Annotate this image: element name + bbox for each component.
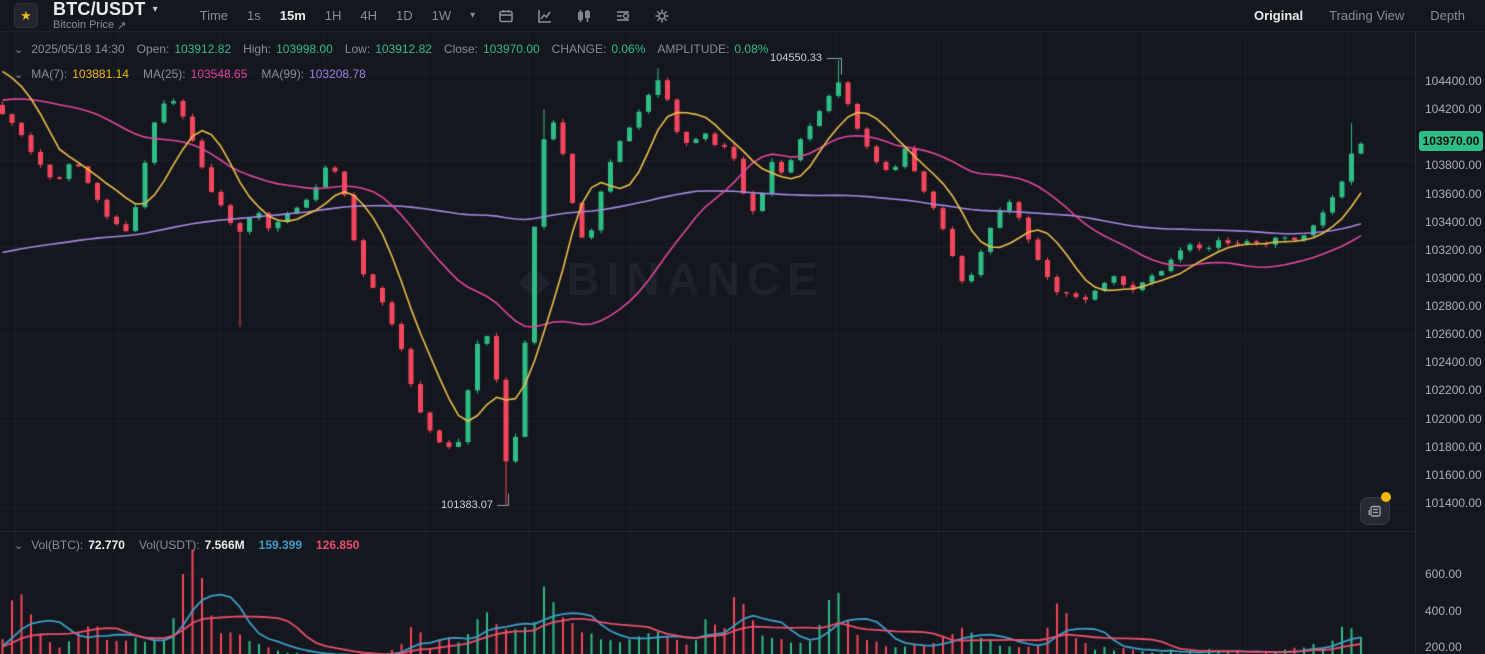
- price-tick: 103200.00: [1425, 242, 1482, 257]
- date-range-button[interactable]: [497, 7, 515, 25]
- ma99-value: 103208.78: [309, 67, 366, 81]
- line-chart-icon: [538, 9, 552, 23]
- pane-divider[interactable]: [0, 531, 1415, 532]
- timeframe-time[interactable]: Time: [199, 8, 229, 23]
- amplitude-label: AMPLITUDE:: [657, 42, 730, 56]
- collapse-chevron-icon[interactable]: ⌄: [14, 68, 24, 81]
- subtitle-label: Bitcoin Price: [53, 19, 115, 31]
- price-tick: 104200.00: [1425, 102, 1482, 117]
- price-tick: 102400.00: [1425, 355, 1482, 370]
- panel-icon: [1368, 505, 1381, 517]
- volume-tick: 600.00: [1425, 567, 1462, 582]
- ma-info-bar: ⌄ MA(7): 103881.14 MA(25): 103548.65 MA(…: [14, 67, 366, 81]
- low-label: Low:: [344, 42, 371, 56]
- price-tick: 102600.00: [1425, 327, 1482, 342]
- close-value: 103970.00: [482, 42, 540, 56]
- volume-tick: 400.00: [1425, 603, 1462, 618]
- collapse-chevron-icon[interactable]: ⌄: [14, 539, 24, 552]
- price-tick: 103600.00: [1425, 186, 1482, 201]
- close-label: Close:: [443, 42, 478, 56]
- chart-settings-button[interactable]: [653, 7, 671, 25]
- timeframe-more-chevron-icon[interactable]: ▾: [470, 10, 476, 21]
- symbol-selector[interactable]: BTC/USDT ▾: [53, 0, 158, 20]
- tab-trading-view[interactable]: Trading View: [1329, 8, 1405, 23]
- timeframe-1h[interactable]: 1H: [324, 8, 342, 23]
- volume-tick: 200.00: [1425, 640, 1462, 654]
- vol-btc-label: Vol(BTC):: [31, 538, 84, 552]
- ma25-label: MA(25):: [142, 67, 186, 81]
- bitcoin-price-link[interactable]: Bitcoin Price ↗: [53, 19, 158, 32]
- ohlc-datetime: 2025/05/18 14:30: [31, 42, 125, 56]
- star-icon: ★: [20, 8, 32, 23]
- price-tick: 101600.00: [1425, 467, 1482, 482]
- candle-style-button[interactable]: [575, 7, 593, 25]
- vol-btc-value: 72.770: [88, 538, 125, 552]
- collapse-chevron-icon[interactable]: ⌄: [14, 43, 24, 56]
- chevron-down-icon: ▾: [152, 4, 158, 15]
- volume-info-bar: ⌄ Vol(BTC): 72.770 Vol(USDT): 7.566M 159…: [14, 538, 359, 552]
- gear-icon: [655, 9, 669, 22]
- ma25-value: 103548.65: [190, 67, 248, 81]
- timeframe-1w[interactable]: 1W: [431, 8, 452, 23]
- view-mode-tabs: Original Trading View Depth: [1254, 8, 1465, 23]
- timeframe-4h[interactable]: 4H: [360, 8, 378, 23]
- price-tick: 102000.00: [1425, 411, 1482, 426]
- tab-original[interactable]: Original: [1254, 8, 1304, 23]
- timeframe-selector: Time 1s 15m 1H 4H 1D 1W ▾: [200, 8, 476, 23]
- ma99-label: MA(99):: [261, 67, 305, 81]
- ma7-label: MA(7):: [31, 67, 68, 81]
- price-tick: 101800.00: [1425, 439, 1482, 454]
- ohlc-info-bar: ⌄ 2025/05/18 14:30 Open: 103912.82 High:…: [14, 42, 780, 56]
- top-toolbar: ★ BTC/USDT ▾ Bitcoin Price ↗ Time 1s 15m…: [0, 0, 1485, 32]
- ma7-value: 103881.14: [72, 67, 129, 81]
- price-tick: 102200.00: [1425, 383, 1482, 398]
- session-low-annotation: 101383.07: [441, 499, 493, 511]
- indicator-list-icon: [617, 10, 630, 21]
- price-tick: 103000.00: [1425, 270, 1482, 285]
- favorite-button[interactable]: ★: [14, 3, 38, 28]
- vol-ma2-value: 126.850: [316, 538, 360, 552]
- calendar-icon: [499, 9, 514, 22]
- timeframe-1s[interactable]: 1s: [247, 8, 261, 23]
- vol-usdt-label: Vol(USDT):: [138, 538, 200, 552]
- last-price-badge: 103970.00: [1419, 131, 1483, 152]
- session-high-annotation: 104550.33: [770, 52, 822, 64]
- indicators-button[interactable]: [614, 7, 632, 25]
- price-tick: 101400.00: [1425, 495, 1482, 510]
- notification-dot: [1381, 492, 1391, 502]
- price-tick: 102800.00: [1425, 299, 1482, 313]
- open-label: Open:: [136, 42, 170, 56]
- price-tick: 103400.00: [1425, 214, 1482, 229]
- price-tick: 103800.00: [1425, 158, 1482, 173]
- chart-tools: [497, 7, 671, 25]
- high-value: 103998.00: [276, 42, 333, 56]
- timeframe-15m[interactable]: 15m: [279, 8, 306, 23]
- amplitude-value: 0.08%: [734, 42, 769, 56]
- chart-style-button[interactable]: [536, 7, 554, 25]
- change-value: 0.06%: [611, 42, 646, 56]
- price-axis[interactable]: 103970.00 104400.00 104200.00 103800.00 103…: [1415, 32, 1485, 654]
- low-value: 103912.82: [375, 42, 432, 56]
- vol-usdt-value: 7.566M: [204, 538, 245, 552]
- candlestick-icon: [578, 9, 591, 22]
- symbol-title: BTC/USDT: [53, 0, 146, 19]
- high-label: High:: [243, 42, 272, 56]
- external-link-icon: ↗: [117, 20, 127, 32]
- tab-depth[interactable]: Depth: [1430, 8, 1465, 23]
- vol-ma1-value: 159.399: [258, 538, 303, 552]
- open-value: 103912.82: [174, 42, 232, 56]
- change-label: CHANGE:: [551, 42, 607, 56]
- price-tick: 104400.00: [1425, 74, 1482, 88]
- timeframe-1d[interactable]: 1D: [396, 8, 413, 23]
